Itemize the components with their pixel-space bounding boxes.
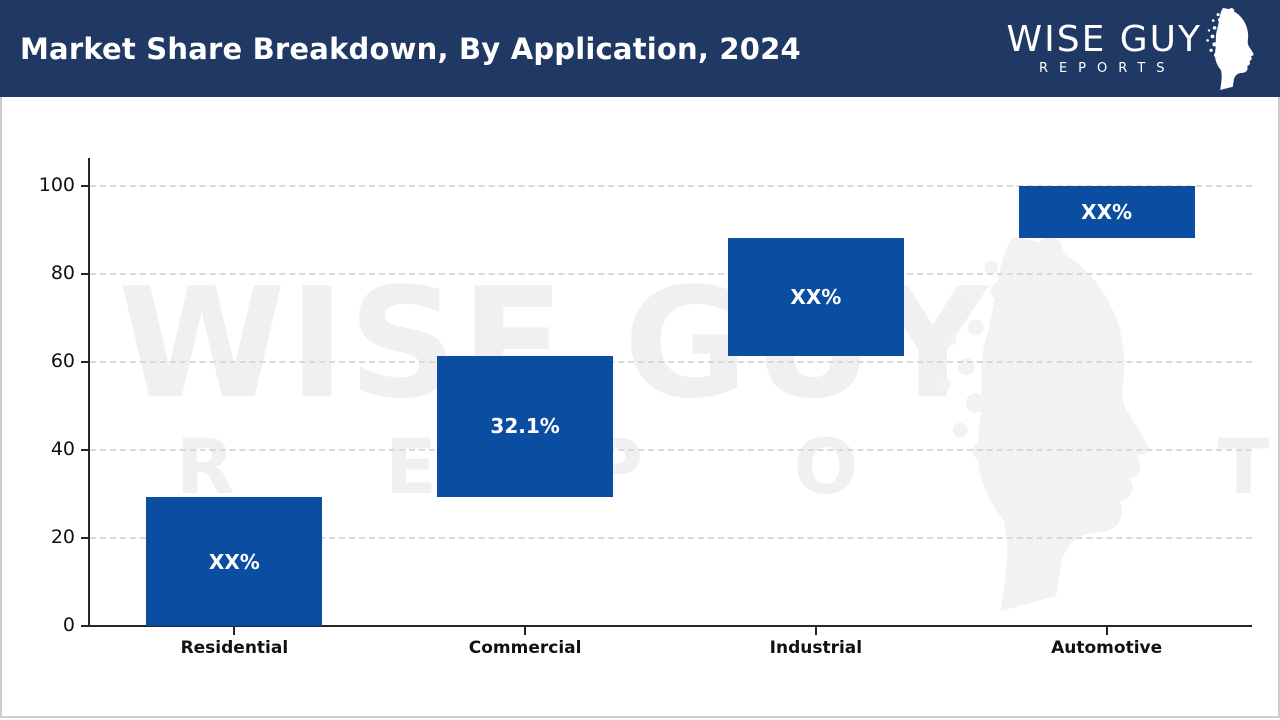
y-tick-mark: [81, 537, 89, 539]
y-tick-label: 100: [38, 174, 75, 196]
logo-text: WISE GUY REPORTS: [1006, 18, 1203, 76]
bar-industrial: XX%: [727, 237, 904, 356]
x-tick-mark: [233, 627, 236, 635]
x-tick-mark: [1105, 627, 1108, 635]
gridline: [90, 185, 1252, 187]
x-tick-mark: [524, 627, 527, 635]
logo-wordmark: WISE GUY: [1006, 18, 1202, 60]
y-tick-label: 40: [50, 438, 75, 460]
page-title: Market Share Breakdown, By Application, …: [20, 31, 801, 66]
logo-subtext: REPORTS: [1038, 60, 1176, 76]
bar-commercial: 32.1%: [437, 355, 614, 498]
logo-head-icon: [1206, 7, 1254, 90]
x-tick-mark: [814, 627, 817, 635]
y-tick-mark: [81, 185, 89, 187]
bar-value-label: 32.1%: [490, 414, 560, 439]
x-category-label: Residential: [180, 638, 289, 658]
wiseguy-logo: WISE GUY REPORTS: [1007, 6, 1259, 92]
x-category-label: Industrial: [769, 638, 863, 658]
bar-value-label: XX%: [208, 549, 260, 574]
x-axis-line: [81, 625, 1252, 627]
y-tick-label: 0: [62, 614, 75, 636]
bar-value-label: XX%: [790, 284, 842, 309]
y-tick-mark: [81, 361, 89, 363]
gridline: [90, 449, 1252, 451]
y-axis-line: [88, 158, 90, 627]
y-tick-mark: [81, 449, 89, 451]
bar-residential: XX%: [146, 497, 323, 626]
bar-value-label: XX%: [1081, 199, 1133, 224]
y-tick-label: 20: [50, 526, 75, 548]
x-category-label: Automotive: [1051, 638, 1163, 658]
gridline: [90, 361, 1252, 363]
y-tick-label: 60: [50, 350, 75, 372]
y-tick-mark: [81, 273, 89, 275]
header-bar: Market Share Breakdown, By Application, …: [0, 0, 1280, 97]
gridline: [90, 537, 1252, 539]
bar-automotive: XX%: [1018, 186, 1195, 238]
y-tick-label: 80: [50, 262, 75, 284]
x-category-label: Commercial: [468, 638, 582, 658]
gridline: [90, 273, 1252, 275]
